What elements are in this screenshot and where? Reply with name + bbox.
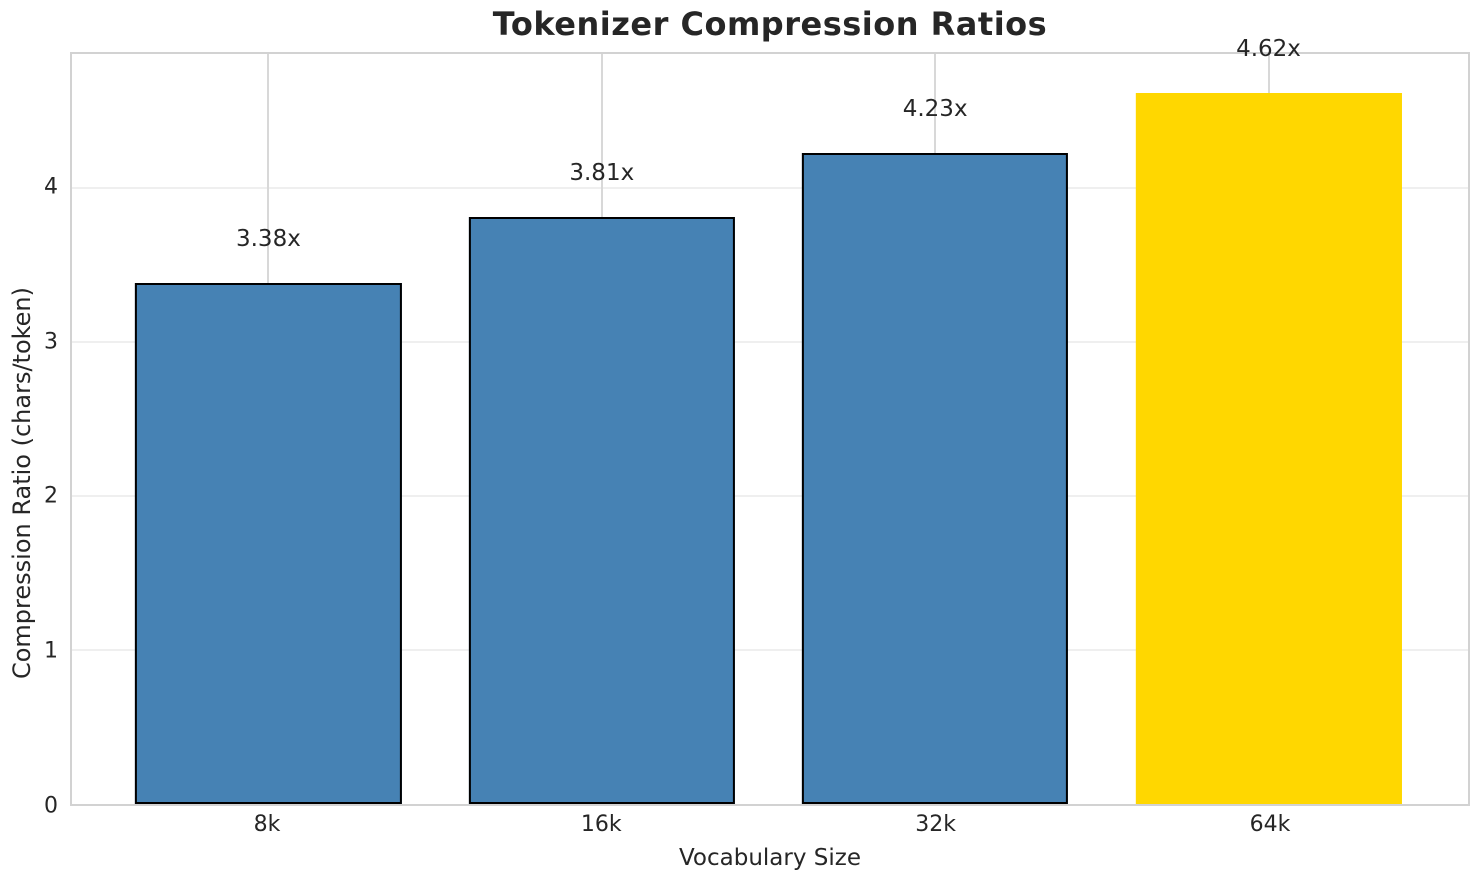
plot-area: 3.38x 3.81x 4.23x 4.62x (70, 36, 1470, 806)
x-tick-label-64k: 64k (1249, 812, 1291, 837)
x-tick-label-8k: 8k (253, 812, 281, 837)
bar-64k (1135, 92, 1402, 804)
x-tick-label-16k: 16k (580, 812, 622, 837)
chart-title: Tokenizer Compression Ratios (492, 5, 1048, 43)
y-tick-label-2: 2 (44, 483, 58, 509)
bar-32k (802, 152, 1069, 804)
bar-value-label-32k: 4.23x (902, 95, 968, 122)
bar-value-label-8k: 3.38x (235, 226, 301, 253)
y-tick-label-0: 0 (44, 793, 58, 819)
bar-16k (468, 217, 735, 804)
bar-value-label-16k: 3.81x (569, 160, 635, 187)
h-gridline-2 (72, 495, 1468, 497)
y-tick-label-3: 3 (44, 329, 58, 355)
h-gridline-1 (72, 649, 1468, 651)
x-tick-label-32k: 32k (915, 812, 956, 837)
h-gridline-3 (72, 341, 1468, 343)
y-tick-label-4: 4 (44, 174, 58, 200)
y-tick-label-1: 1 (44, 638, 58, 664)
h-gridline-4 (72, 186, 1468, 189)
x-axis-label: Vocabulary Size (678, 845, 861, 871)
bar-8k (135, 283, 402, 804)
bar-value-label-64k: 4.62x (1236, 35, 1301, 62)
